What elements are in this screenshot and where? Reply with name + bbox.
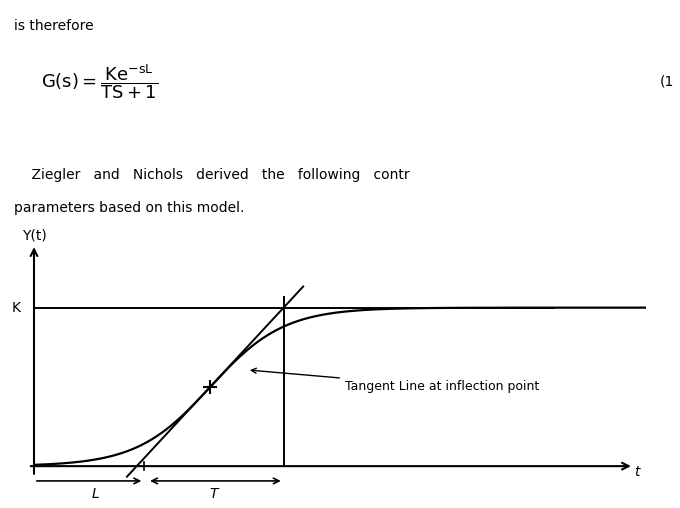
Text: is therefore: is therefore <box>14 19 93 33</box>
Text: K: K <box>11 301 20 314</box>
Text: parameters based on this model.: parameters based on this model. <box>14 201 244 215</box>
Text: L: L <box>91 487 99 501</box>
Text: t: t <box>634 465 640 480</box>
Text: Y(t): Y(t) <box>22 228 46 242</box>
Text: (1: (1 <box>660 75 674 89</box>
Text: $\mathrm{G(s)} = \dfrac{\mathrm{Ke^{-sL}}}{\mathrm{TS+1}}$: $\mathrm{G(s)} = \dfrac{\mathrm{Ke^{-sL}… <box>41 62 158 101</box>
Text: T: T <box>209 487 218 501</box>
Text: Ziegler   and   Nichols   derived   the   following   contr: Ziegler and Nichols derived the followin… <box>14 168 409 182</box>
Text: Tangent Line at inflection point: Tangent Line at inflection point <box>252 368 539 393</box>
